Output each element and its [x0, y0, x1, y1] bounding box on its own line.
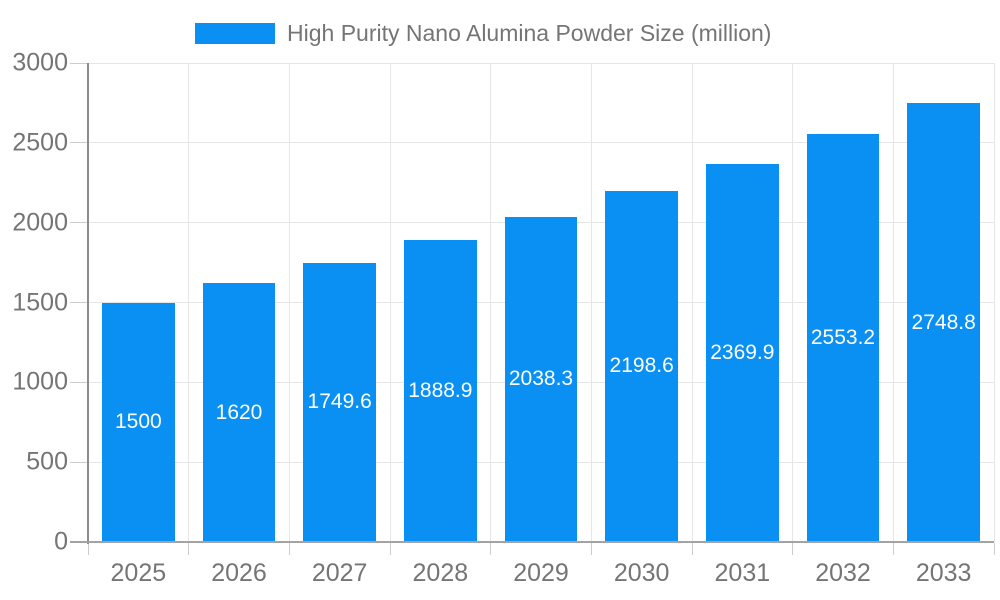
x-axis-tick — [188, 543, 190, 555]
bar — [504, 216, 578, 542]
x-gridline — [792, 63, 794, 542]
x-gridline — [892, 63, 894, 542]
legend-swatch — [195, 22, 275, 44]
y-gridline — [88, 142, 994, 144]
x-axis-tick — [490, 543, 492, 555]
x-axis-line — [70, 541, 994, 543]
bar — [605, 190, 678, 542]
bar-value-label: 2198.6 — [609, 354, 674, 378]
y-axis-label: 1500 — [12, 288, 68, 316]
x-axis-label: 2026 — [211, 559, 267, 587]
y-axis-tick — [70, 381, 88, 383]
x-axis-label: 2030 — [613, 559, 670, 587]
bar — [404, 240, 477, 542]
x-axis-label: 2025 — [110, 559, 167, 587]
y-axis-label: 2000 — [12, 208, 68, 237]
x-axis-tick — [993, 543, 995, 555]
bar-value-label: 1500 — [114, 410, 162, 434]
legend-label: High Purity Nano Alumina Powder Size (mi… — [287, 19, 772, 46]
y-axis-label: 0 — [54, 527, 68, 556]
y-axis-tick — [70, 461, 88, 463]
x-axis-label: 2032 — [815, 559, 871, 587]
x-axis-label: 2028 — [412, 559, 469, 587]
bar-value-label: 1749.6 — [307, 390, 372, 414]
chart-legend: High Purity Nano Alumina Powder Size (mi… — [195, 18, 771, 48]
y-axis-label: 3000 — [12, 48, 68, 77]
bar-value-label: 2748.8 — [911, 310, 976, 334]
y-axis-tick — [70, 302, 88, 303]
x-axis-label: 2027 — [311, 559, 368, 587]
x-gridline — [389, 63, 391, 542]
bar-value-label: 1620 — [215, 400, 263, 424]
bar-value-label: 1888.9 — [408, 379, 473, 403]
y-axis-tick — [70, 222, 88, 224]
y-axis-label: 500 — [26, 447, 68, 476]
y-gridline — [88, 62, 994, 64]
x-gridline — [188, 63, 190, 542]
x-gridline — [691, 63, 693, 542]
y-axis-label: 2500 — [12, 128, 68, 157]
x-axis-tick — [691, 543, 693, 555]
y-axis-label: 1000 — [12, 367, 68, 396]
x-axis-tick — [590, 543, 592, 555]
y-axis-line — [87, 63, 89, 544]
bar — [806, 134, 880, 542]
x-axis-label: 2031 — [714, 559, 771, 587]
x-gridline — [490, 63, 492, 542]
x-axis-tick — [288, 543, 290, 555]
x-axis-tick — [792, 543, 794, 555]
bar — [102, 302, 175, 542]
x-gridline — [993, 63, 995, 542]
bar — [706, 163, 779, 542]
bar — [907, 103, 980, 542]
y-axis-tick — [70, 142, 88, 144]
bar — [303, 262, 376, 542]
bar — [202, 283, 276, 542]
x-axis-label: 2029 — [513, 559, 569, 587]
x-axis-tick — [892, 543, 894, 555]
x-axis-tick — [389, 543, 391, 555]
x-axis-tick — [87, 543, 89, 555]
x-axis-label: 2033 — [915, 559, 972, 587]
bar-value-label: 2553.2 — [810, 326, 876, 350]
bar-value-label: 2369.9 — [710, 340, 775, 364]
y-axis-tick — [70, 62, 88, 64]
x-gridline — [288, 63, 290, 542]
bar-value-label: 2038.3 — [508, 367, 574, 391]
x-gridline — [590, 63, 592, 542]
